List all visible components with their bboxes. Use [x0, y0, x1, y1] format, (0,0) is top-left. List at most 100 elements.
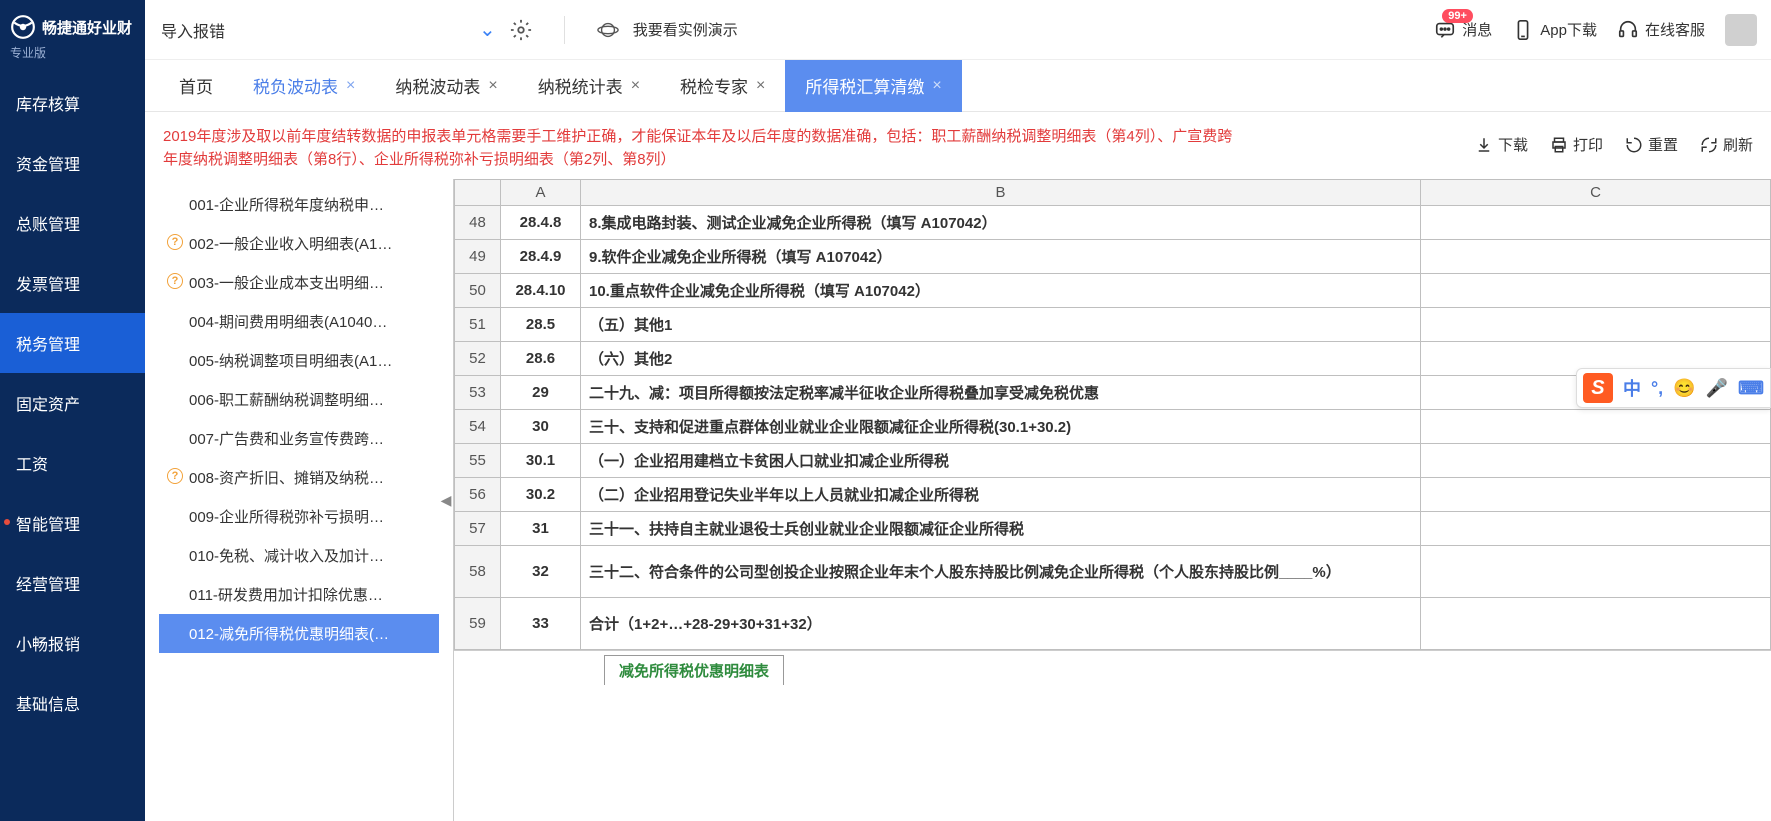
row-header[interactable]: 55: [455, 444, 501, 478]
cell-b[interactable]: 二十九、减：项目所得额按法定税率减半征收企业所得税叠加享受减免税优惠: [581, 376, 1421, 410]
close-icon[interactable]: ×: [631, 77, 640, 95]
cell-a[interactable]: 33: [501, 598, 581, 650]
row-header[interactable]: 53: [455, 376, 501, 410]
tab-2[interactable]: 纳税波动表×: [375, 60, 517, 112]
nav-item-5[interactable]: 固定资产: [0, 373, 145, 433]
tab-1[interactable]: 税负波动表×: [233, 60, 375, 112]
row-header[interactable]: 51: [455, 308, 501, 342]
cell-c[interactable]: [1421, 240, 1771, 274]
list-item-8[interactable]: 009-企业所得税弥补亏损明…: [159, 497, 439, 536]
cell-b[interactable]: 8.集成电路封装、测试企业减免企业所得税（填写 A107042）: [581, 206, 1421, 240]
ime-lang[interactable]: 中: [1623, 375, 1641, 401]
cell-c[interactable]: [1421, 546, 1771, 598]
row-header[interactable]: 57: [455, 512, 501, 546]
cell-c[interactable]: [1421, 478, 1771, 512]
row-header[interactable]: 52: [455, 342, 501, 376]
cell-a[interactable]: 31: [501, 512, 581, 546]
ime-mic-icon[interactable]: 🎤: [1706, 378, 1728, 399]
close-icon[interactable]: ×: [346, 77, 355, 95]
row-header[interactable]: 54: [455, 410, 501, 444]
tab-4[interactable]: 税检专家×: [660, 60, 785, 112]
cell-c[interactable]: [1421, 512, 1771, 546]
nav-item-10[interactable]: 基础信息: [0, 673, 145, 733]
cell-c[interactable]: [1421, 598, 1771, 650]
row-header[interactable]: 50: [455, 274, 501, 308]
list-item-5[interactable]: 006-职工薪酬纳税调整明细…: [159, 380, 439, 419]
cell-a[interactable]: 28.6: [501, 342, 581, 376]
ime-emoji-icon[interactable]: 😊: [1673, 378, 1695, 399]
collapse-handle[interactable]: ◀: [439, 179, 453, 821]
cell-b[interactable]: 10.重点软件企业减免企业所得税（填写 A107042）: [581, 274, 1421, 308]
close-icon[interactable]: ×: [488, 77, 497, 95]
cell-a[interactable]: 28.5: [501, 308, 581, 342]
cell-c[interactable]: [1421, 308, 1771, 342]
list-item-7[interactable]: ?008-资产折旧、摊销及纳税…: [159, 458, 439, 497]
tab-3[interactable]: 纳税统计表×: [518, 60, 660, 112]
row-header[interactable]: 59: [455, 598, 501, 650]
list-item-0[interactable]: 001-企业所得税年度纳税申…: [159, 185, 439, 224]
print-button[interactable]: 打印: [1550, 134, 1603, 155]
list-item-1[interactable]: ?002-一般企业收入明细表(A1…: [159, 224, 439, 263]
cell-a[interactable]: 29: [501, 376, 581, 410]
cell-c[interactable]: [1421, 274, 1771, 308]
list-item-2[interactable]: ?003-一般企业成本支出明细…: [159, 263, 439, 302]
cell-b[interactable]: （六）其他2: [581, 342, 1421, 376]
cell-b[interactable]: 合计（1+2+…+28-29+30+31+32）: [581, 598, 1421, 650]
cell-c[interactable]: [1421, 444, 1771, 478]
cell-b[interactable]: （五）其他1: [581, 308, 1421, 342]
cell-a[interactable]: 30.1: [501, 444, 581, 478]
col-header-a[interactable]: A: [501, 180, 581, 206]
cell-a[interactable]: 28.4.9: [501, 240, 581, 274]
list-item-4[interactable]: 005-纳税调整项目明细表(A1…: [159, 341, 439, 380]
list-item-9[interactable]: 010-免税、减计收入及加计…: [159, 536, 439, 575]
list-item-10[interactable]: 011-研发费用加计扣除优惠…: [159, 575, 439, 614]
cell-c[interactable]: [1421, 206, 1771, 240]
ime-toolbar[interactable]: S 中 °, 😊 🎤 ⌨: [1576, 368, 1771, 408]
cell-a[interactable]: 30.2: [501, 478, 581, 512]
cell-b[interactable]: 三十一、扶持自主就业退役士兵创业就业企业限额减征企业所得税: [581, 512, 1421, 546]
col-header-b[interactable]: B: [581, 180, 1421, 206]
list-item-11[interactable]: 012-减免所得税优惠明细表(…: [159, 614, 439, 653]
tab-0[interactable]: 首页: [159, 60, 233, 112]
cell-b[interactable]: 三十二、符合条件的公司型创投企业按照企业年末个人股东持股比例减免企业所得税（个人…: [581, 546, 1421, 598]
chevron-down-icon[interactable]: ⌄: [479, 17, 496, 42]
col-header-c[interactable]: C: [1421, 180, 1771, 206]
list-item-6[interactable]: 007-广告费和业务宣传费跨…: [159, 419, 439, 458]
nav-item-1[interactable]: 资金管理: [0, 133, 145, 193]
cell-c[interactable]: [1421, 410, 1771, 444]
row-header[interactable]: 56: [455, 478, 501, 512]
nav-item-6[interactable]: 工资: [0, 433, 145, 493]
tab-5[interactable]: 所得税汇算清缴×: [785, 60, 961, 112]
nav-item-8[interactable]: 经营管理: [0, 553, 145, 613]
avatar[interactable]: [1725, 14, 1757, 46]
nav-item-0[interactable]: 库存核算: [0, 73, 145, 133]
cell-a[interactable]: 30: [501, 410, 581, 444]
cell-b[interactable]: 9.软件企业减免企业所得税（填写 A107042）: [581, 240, 1421, 274]
customer-service-button[interactable]: 在线客服: [1617, 19, 1705, 41]
cell-a[interactable]: 28.4.10: [501, 274, 581, 308]
download-button[interactable]: 下载: [1475, 134, 1528, 155]
demo-link[interactable]: 我要看实例演示: [633, 19, 738, 40]
row-header[interactable]: 49: [455, 240, 501, 274]
ime-keyboard-icon[interactable]: ⌨: [1738, 378, 1764, 399]
cell-b[interactable]: 三十、支持和促进重点群体创业就业企业限额减征企业所得税(30.1+30.2): [581, 410, 1421, 444]
cell-a[interactable]: 28.4.8: [501, 206, 581, 240]
nav-item-2[interactable]: 总账管理: [0, 193, 145, 253]
nav-item-9[interactable]: 小畅报销: [0, 613, 145, 673]
close-icon[interactable]: ×: [932, 77, 941, 95]
nav-item-7[interactable]: 智能管理: [0, 493, 145, 553]
reset-button[interactable]: 重置: [1625, 134, 1678, 155]
row-header[interactable]: 48: [455, 206, 501, 240]
list-item-3[interactable]: 004-期间费用明细表(A1040…: [159, 302, 439, 341]
app-download-button[interactable]: App下载: [1512, 19, 1597, 41]
refresh-button[interactable]: 刷新: [1700, 134, 1753, 155]
messages-button[interactable]: 99+ 消息: [1434, 19, 1492, 41]
nav-item-3[interactable]: 发票管理: [0, 253, 145, 313]
row-header[interactable]: 58: [455, 546, 501, 598]
nav-item-4[interactable]: 税务管理: [0, 313, 145, 373]
sheet-tab[interactable]: 减免所得税优惠明细表: [604, 655, 784, 685]
cell-a[interactable]: 32: [501, 546, 581, 598]
ime-punct-icon[interactable]: °,: [1651, 378, 1663, 399]
gear-icon[interactable]: [510, 19, 532, 41]
cell-b[interactable]: （一）企业招用建档立卡贫困人口就业扣减企业所得税: [581, 444, 1421, 478]
